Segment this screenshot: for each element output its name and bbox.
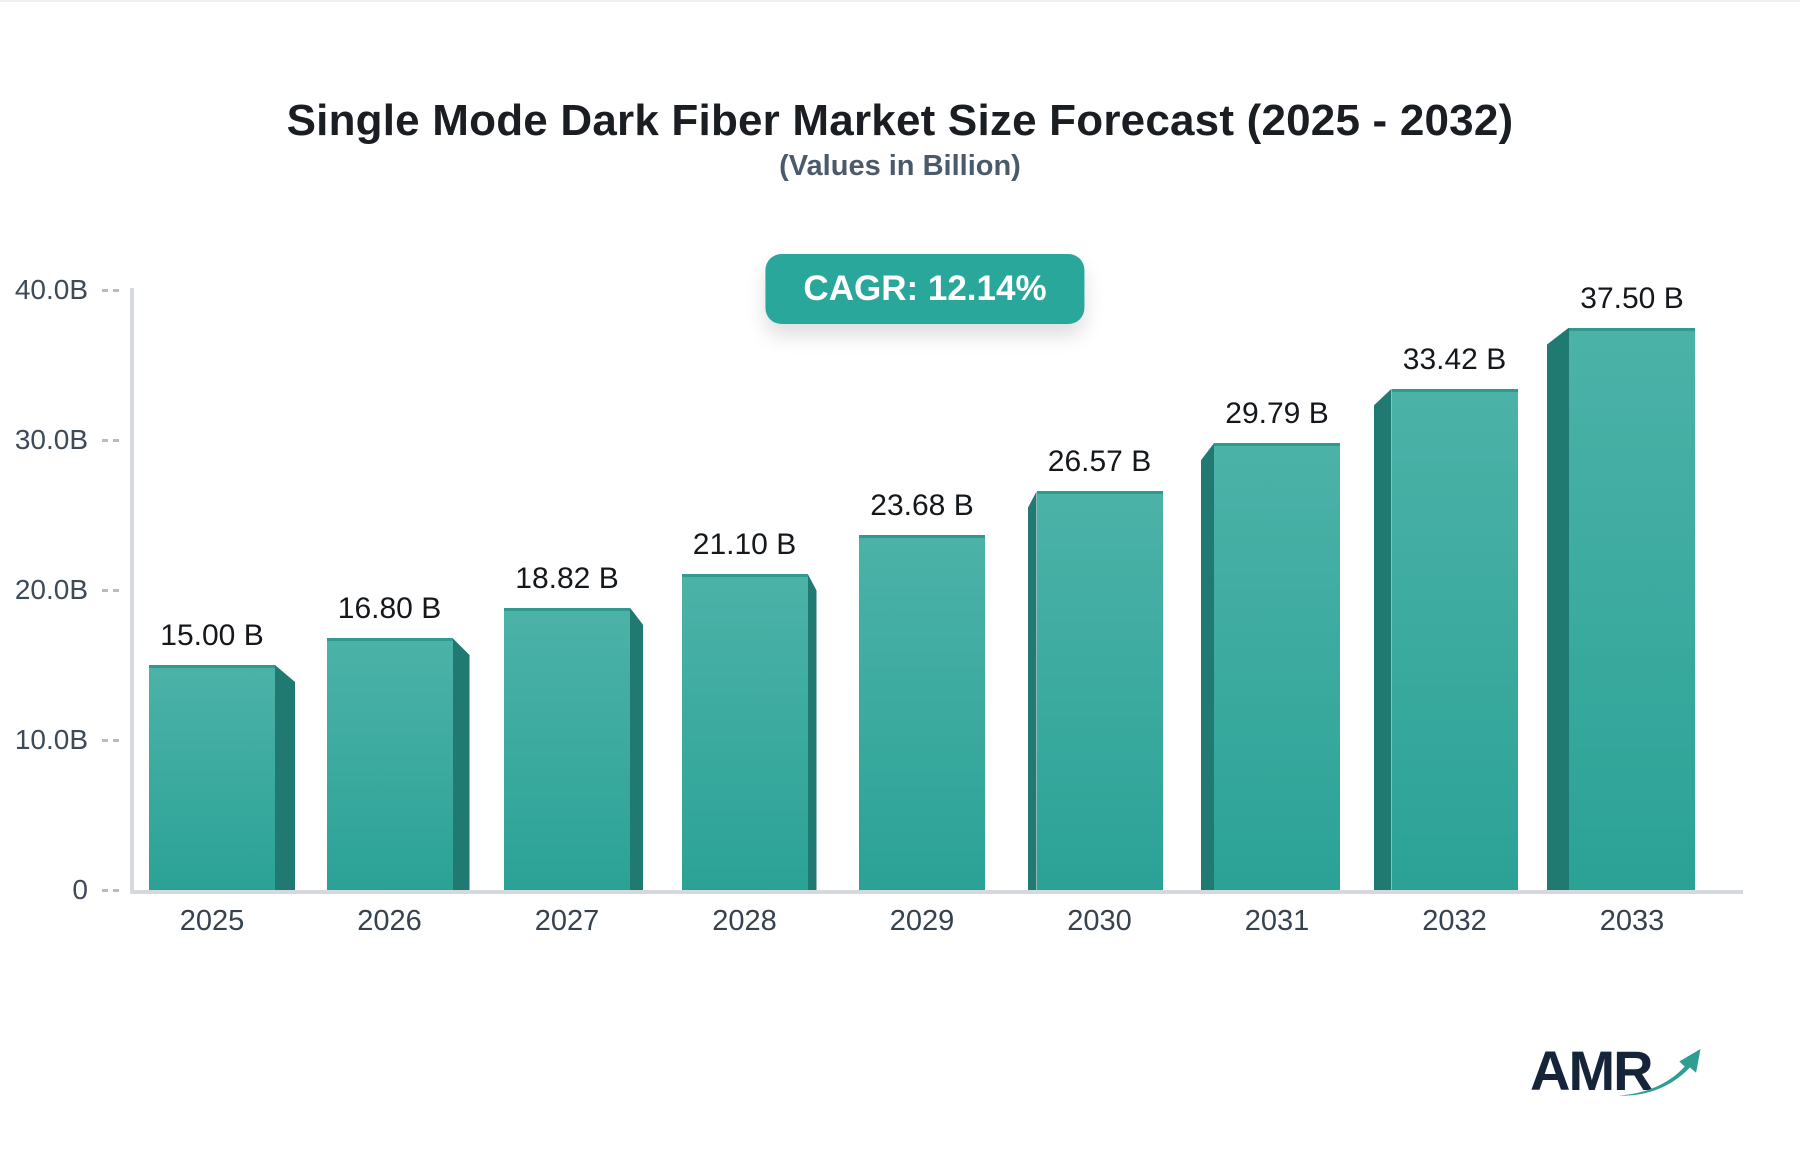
- bar-2030-side-face: [1027, 491, 1037, 890]
- bar-2027: [504, 607, 630, 890]
- bar-2032: [1391, 388, 1518, 890]
- x-axis-label: 2032: [1422, 905, 1487, 937]
- cagr-badge: CAGR: 12.14%: [765, 254, 1085, 324]
- y-tick-mark: [102, 889, 119, 892]
- bar-2030: [1036, 491, 1163, 890]
- x-axis-label: 2029: [889, 905, 955, 937]
- bar-value-label: 37.50 B: [1580, 281, 1684, 315]
- bar-value-label: 16.80 B: [337, 592, 442, 625]
- bar-2033: [1569, 327, 1695, 890]
- bar-2031: [1214, 443, 1340, 890]
- bar-2026: [326, 638, 453, 890]
- y-tick-mark: [102, 289, 119, 292]
- bar-2028: [681, 573, 808, 890]
- x-axis-label: 2025: [179, 905, 245, 937]
- y-axis-label: 10.0B: [14, 724, 88, 755]
- amr-logo-text: AMR: [1530, 1039, 1654, 1102]
- x-axis-label: 2030: [1067, 905, 1132, 937]
- y-axis-label: 30.0B: [14, 424, 88, 455]
- x-axis-label: 2027: [534, 905, 600, 937]
- bar-2026-side-face: [452, 638, 470, 890]
- chart-subtitle: (Values in Billion): [779, 150, 1021, 182]
- bar-value-label: 18.82 B: [515, 561, 619, 595]
- bar-2029: [859, 534, 985, 890]
- x-axis-label: 2031: [1244, 905, 1310, 937]
- bar-2025: [149, 665, 275, 890]
- amr-logo: AMR: [1530, 1038, 1750, 1108]
- bar-value-label: 29.79 B: [1225, 397, 1329, 431]
- x-axis-label: 2028: [712, 905, 777, 937]
- bar-value-label: 26.57 B: [1047, 445, 1152, 479]
- x-axis-label: 2026: [357, 905, 422, 937]
- chart-title: Single Mode Dark Fiber Market Size Forec…: [286, 96, 1514, 145]
- bar-value-label: 21.10 B: [692, 527, 797, 561]
- bar-2028-side-face: [807, 573, 817, 890]
- x-axis-label: 2033: [1599, 905, 1665, 937]
- growth-arrow-icon: [1617, 1049, 1701, 1096]
- bar-2025-side-face: [275, 665, 295, 890]
- y-axis-label: 40.0B: [14, 274, 88, 305]
- bar-2031-side-face: [1201, 443, 1214, 890]
- x-axis-line: [130, 890, 1743, 894]
- y-axis-line: [130, 288, 134, 894]
- y-axis-label: 0: [72, 874, 88, 905]
- y-tick-mark: [102, 739, 119, 742]
- bar-value-label: 15.00 B: [160, 619, 264, 652]
- bar-2032-side-face: [1373, 388, 1392, 890]
- bar-value-label: 23.68 B: [870, 488, 974, 522]
- bar-value-label: 33.42 B: [1402, 342, 1507, 376]
- y-tick-mark: [102, 439, 119, 442]
- bar-2033-side-face: [1547, 327, 1569, 890]
- y-tick-mark: [102, 589, 119, 592]
- bar-2027-side-face: [630, 607, 643, 890]
- y-axis-label: 20.0B: [14, 574, 88, 605]
